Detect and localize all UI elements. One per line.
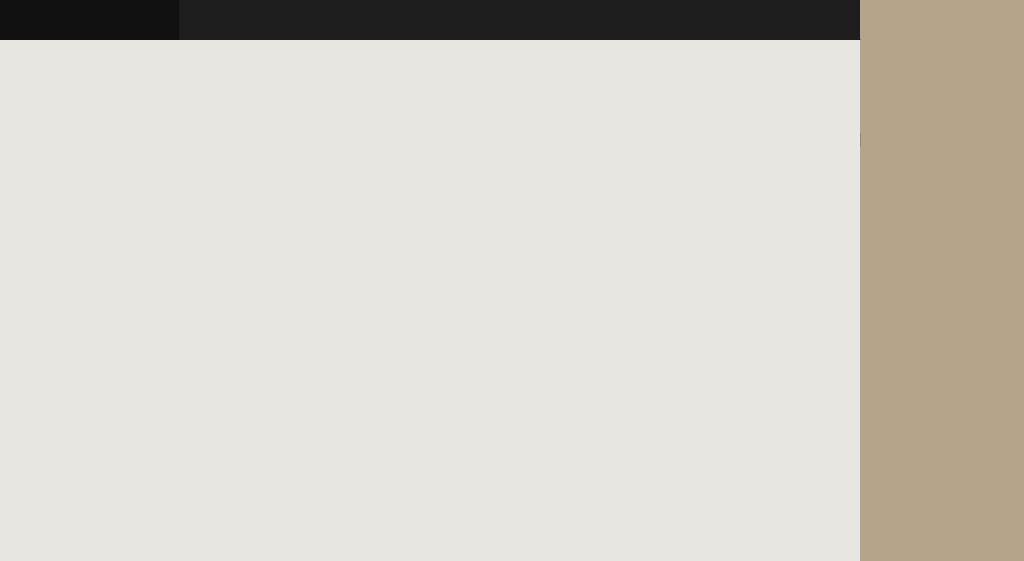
Text: April. 2015 [ECE] ; Oct. 2011 [EEE]: April. 2015 [ECE] ; Oct. 2011 [EEE] (620, 134, 861, 147)
Bar (758, 100, 838, 123)
Text: $x^2 + y^2 - 6x - 2y + 5 = 0$  at the point  $(2,-1)$.: $x^2 + y^2 - 6x - 2y + 5 = 0$ at the poi… (138, 382, 543, 406)
Text: $(ii)$     Find the length of the tangent, normal, subtangent and subnormal to t: $(ii)$ Find the length of the tangent, n… (51, 257, 736, 276)
Text: 5.19: 5.19 (779, 104, 816, 119)
Text: $(iii)$   $x = a(\theta + \sin\theta),\ y = a\,(1 + \cos\theta)$  at  (a)  $\the: $(iii)$ $x = a(\theta + \sin\theta),\ y … (61, 93, 547, 123)
Text: 4. $(i)$     Find the length of the tangent, normal, subtangent and subnormal of: 4. $(i)$ Find the length of the tangent,… (36, 171, 735, 190)
Text: CHAPTER-1: CHAPTER-1 (18, 13, 97, 26)
Text: $(iv)$   Find the length of the subta: $(iv)$ Find the length of the subta (36, 495, 301, 514)
Text: $y = 2x^2 + 3x$  at  $(2,\ 14)$.: $y = 2x^2 + 3x$ at $(2,\ 14)$. (143, 205, 338, 227)
Text: $(iii)$   Find the length of the tangent, normal, subtangent and subnormal to th: $(iii)$ Find the length of the tangent, … (36, 343, 829, 366)
Text: $(ii)$   $y^2 = 4ax$  at  $(at^2,\ 2at)$.: $(ii)$ $y^2 = 4ax$ at $(at^2,\ 2at)$. (72, 54, 294, 75)
Text: GEOMETRICAL APPLICATIONS: GEOMETRICAL APPLICATIONS (220, 13, 450, 26)
Text: $y = x^3$  at  $(1,1)$.: $y = x^3$ at $(1,1)$. (143, 291, 273, 312)
Text: April. 2015 [Common] ; Oct. 2011CME; April. 2010 [EEE]; 2011: April. 2015 [Common] ; Oct. 2011CME; Apr… (246, 426, 778, 440)
